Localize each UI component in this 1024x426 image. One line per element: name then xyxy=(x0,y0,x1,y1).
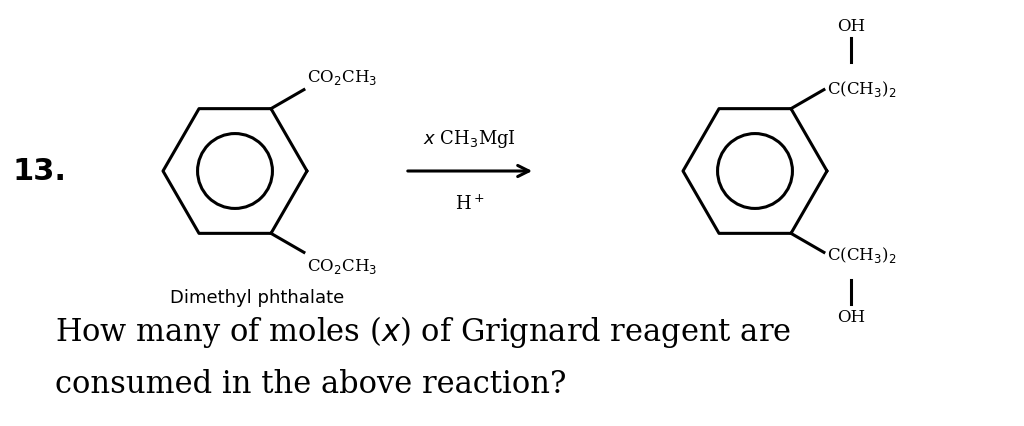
Text: $x$ CH$_3$MgI: $x$ CH$_3$MgI xyxy=(424,128,516,150)
Text: CO$_2$CH$_3$: CO$_2$CH$_3$ xyxy=(307,257,377,276)
Text: H$^+$: H$^+$ xyxy=(456,193,484,213)
Text: C(CH$_3$)$_2$: C(CH$_3$)$_2$ xyxy=(827,78,896,98)
Text: How many of moles ($x$) of Grignard reagent are: How many of moles ($x$) of Grignard reag… xyxy=(55,313,792,349)
Text: CO$_2$CH$_3$: CO$_2$CH$_3$ xyxy=(307,67,377,86)
Text: 13.: 13. xyxy=(12,157,66,186)
Text: C(CH$_3$)$_2$: C(CH$_3$)$_2$ xyxy=(827,245,896,265)
Text: Dimethyl phthalate: Dimethyl phthalate xyxy=(170,288,344,306)
Text: consumed in the above reaction?: consumed in the above reaction? xyxy=(55,368,566,400)
Text: OH: OH xyxy=(837,17,865,35)
Text: OH: OH xyxy=(837,308,865,325)
